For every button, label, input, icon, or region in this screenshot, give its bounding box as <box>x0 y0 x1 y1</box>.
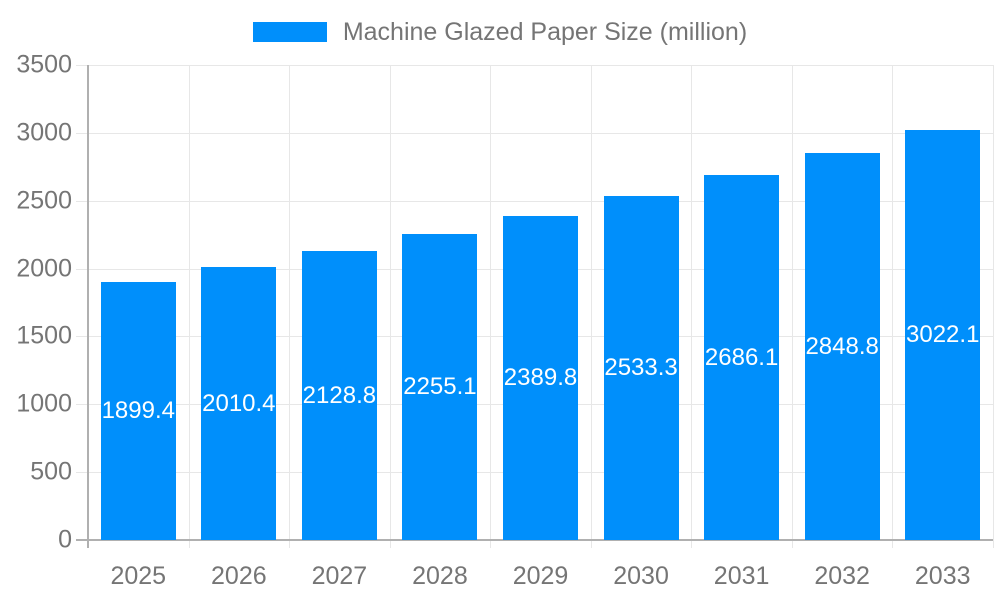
y-axis-label: 1000 <box>16 389 72 418</box>
x-gridline <box>590 65 592 548</box>
x-axis-label: 2033 <box>914 562 971 590</box>
x-gridline <box>188 65 190 548</box>
x-axis-label: 2026 <box>211 562 267 590</box>
legend-label: Machine Glazed Paper Size (million) <box>342 18 748 46</box>
y-gridline <box>76 200 993 202</box>
y-gridline <box>76 132 993 134</box>
x-gridline <box>490 65 492 548</box>
x-axis-label: 2027 <box>311 562 368 590</box>
y-axis-label: 3000 <box>16 118 72 147</box>
y-axis-label: 0 <box>58 525 72 554</box>
bar-value-label: 2255.1 <box>403 372 477 400</box>
x-axis-line <box>76 539 993 541</box>
chart-legend[interactable]: Machine Glazed Paper Size (million) <box>0 17 1000 47</box>
y-axis-label: 2000 <box>16 254 72 283</box>
x-axis-label: 2025 <box>110 562 167 590</box>
y-gridline <box>76 65 993 66</box>
bar-2030[interactable]: 2533.3 <box>603 196 679 540</box>
bar-value-label: 2533.3 <box>604 354 678 382</box>
bar-2025[interactable]: 1899.4 <box>100 282 176 540</box>
x-axis-label: 2032 <box>814 562 870 590</box>
y-axis-label: 1500 <box>16 321 72 350</box>
y-axis-line <box>87 65 89 548</box>
bar-value-label: 2848.8 <box>805 332 879 360</box>
x-axis-label: 2031 <box>713 562 770 590</box>
x-axis-label: 2029 <box>512 562 569 590</box>
bar-value-label: 2686.1 <box>704 343 779 371</box>
bar-2029[interactable]: 2389.8 <box>503 215 578 540</box>
bar-value-label: 1899.4 <box>101 397 175 425</box>
x-gridline <box>791 65 793 548</box>
y-axis-label: 500 <box>30 457 72 486</box>
bar-2028[interactable]: 2255.1 <box>402 233 478 540</box>
y-axis-label: 2500 <box>16 186 72 215</box>
x-gridline <box>691 65 693 548</box>
x-gridline <box>892 65 894 548</box>
bar-value-label: 2389.8 <box>503 363 578 391</box>
bar-2033[interactable]: 3022.1 <box>905 129 981 540</box>
bar-2026[interactable]: 2010.4 <box>201 267 277 540</box>
bar-2031[interactable]: 2686.1 <box>704 175 780 540</box>
x-axis-label: 2030 <box>613 562 669 590</box>
bar-2027[interactable]: 2128.8 <box>301 251 377 540</box>
legend-marker <box>252 22 327 42</box>
y-axis-label: 3500 <box>16 50 72 79</box>
x-gridline <box>993 65 994 548</box>
bar-value-label: 3022.1 <box>906 320 980 348</box>
bar-2032[interactable]: 2848.8 <box>804 153 880 540</box>
bar-value-label: 2128.8 <box>302 381 377 409</box>
x-axis-label: 2028 <box>412 562 468 590</box>
x-gridline <box>289 65 291 548</box>
bar-value-label: 2010.4 <box>202 389 276 417</box>
x-gridline <box>389 65 391 548</box>
